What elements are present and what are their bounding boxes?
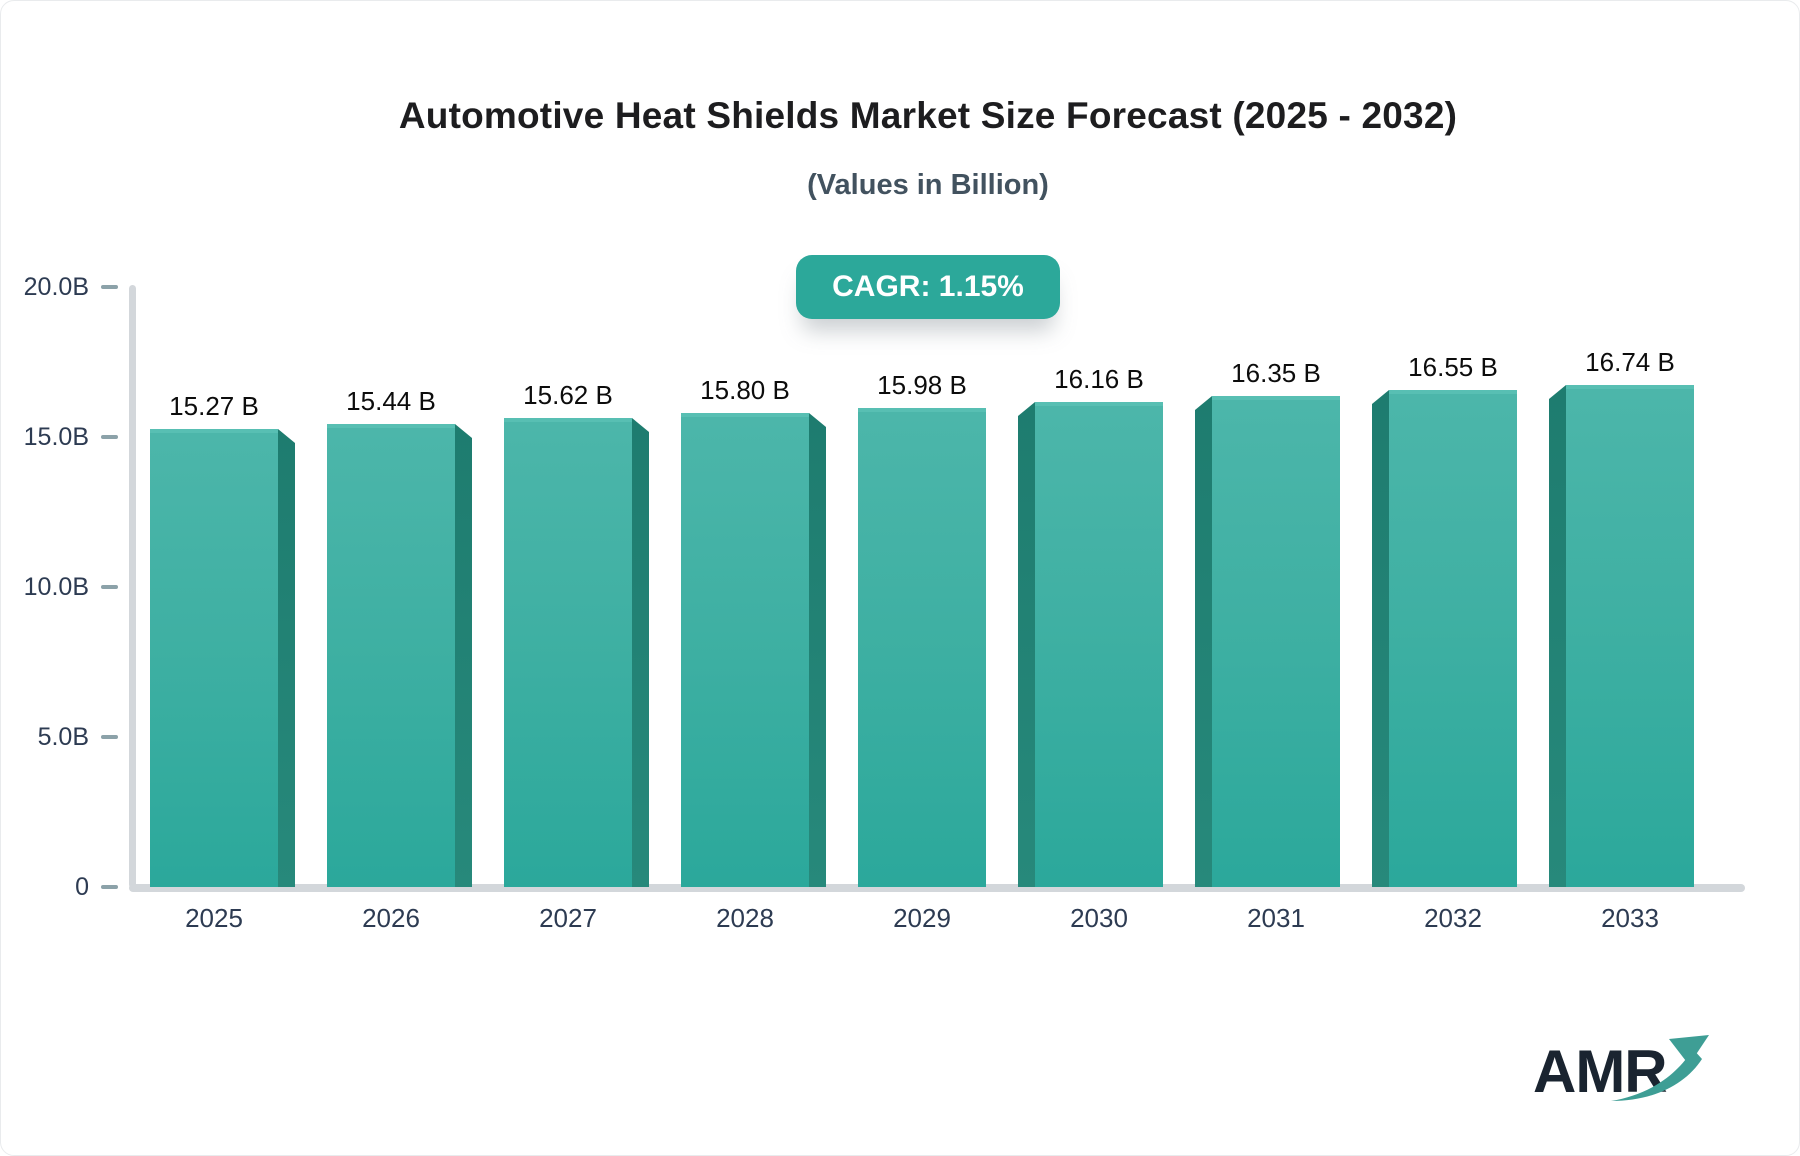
y-tick-mark-15.0B [101,435,118,439]
chart-subtitle: (Values in Billion) [807,169,1049,201]
x-tick-label-2029: 2029 [893,903,951,933]
y-tick-label-0: 0 [75,873,89,901]
x-tick-label-2033: 2033 [1601,903,1659,933]
bar-value-label-2027: 15.62 B [523,380,613,410]
bar-2029 [858,408,986,887]
bar-2028 [681,413,809,887]
bar-2027 [504,418,632,887]
y-tick-label-10.0B: 10.0B [23,573,89,601]
bar-side-2027 [632,418,649,887]
bar-value-label-2025: 15.27 B [169,391,259,421]
bar-value-label-2033: 16.74 B [1585,347,1675,377]
y-tick-label-20.0B: 20.0B [23,273,89,301]
x-tick-label-2032: 2032 [1424,903,1482,933]
bar-value-label-2028: 15.80 B [700,375,790,405]
y-tick-label-15.0B: 15.0B [23,423,89,451]
bar-side-2026 [455,424,472,887]
bar-value-label-2030: 16.16 B [1054,364,1144,394]
y-tick-mark-5.0B [101,735,118,739]
bar-2026 [327,424,455,887]
growth-arrow-icon [1611,1035,1709,1101]
x-axis-line [129,884,1745,892]
x-tick-label-2025: 2025 [185,903,243,933]
x-tick-label-2031: 2031 [1247,903,1305,933]
y-tick-mark-20.0B [101,285,118,289]
x-tick-label-2030: 2030 [1070,903,1128,933]
bar-side-2025 [278,429,295,887]
y-axis-line [129,285,136,888]
bar-value-label-2031: 16.35 B [1231,358,1321,388]
bar-side-2030 [1018,402,1035,887]
bar-side-2028 [809,413,826,887]
bar-side-2031 [1195,396,1212,887]
y-tick-mark-10.0B [101,585,118,589]
x-tick-label-2026: 2026 [362,903,420,933]
bar-side-2032 [1372,390,1389,887]
bar-2033 [1566,385,1694,887]
y-tick-label-5.0B: 5.0B [37,723,89,751]
bar-2032 [1389,390,1517,887]
bar-2025 [150,429,278,887]
bar-value-label-2032: 16.55 B [1408,352,1498,382]
bar-2031 [1212,396,1340,887]
y-tick-mark-0 [101,885,118,889]
cagr-badge: CAGR: 1.15% [796,255,1060,319]
bar-2030 [1035,402,1163,887]
bar-side-2033 [1549,385,1566,887]
chart-title: Automotive Heat Shields Market Size Fore… [398,95,1458,136]
cagr-badge-band: CAGR: 1.15% [57,255,1799,319]
x-tick-label-2028: 2028 [716,903,774,933]
bar-value-label-2026: 15.44 B [346,386,436,416]
x-tick-label-2027: 2027 [539,903,597,933]
amr-logo: AMR [1533,1027,1713,1117]
bar-value-label-2029: 15.98 B [877,370,967,400]
